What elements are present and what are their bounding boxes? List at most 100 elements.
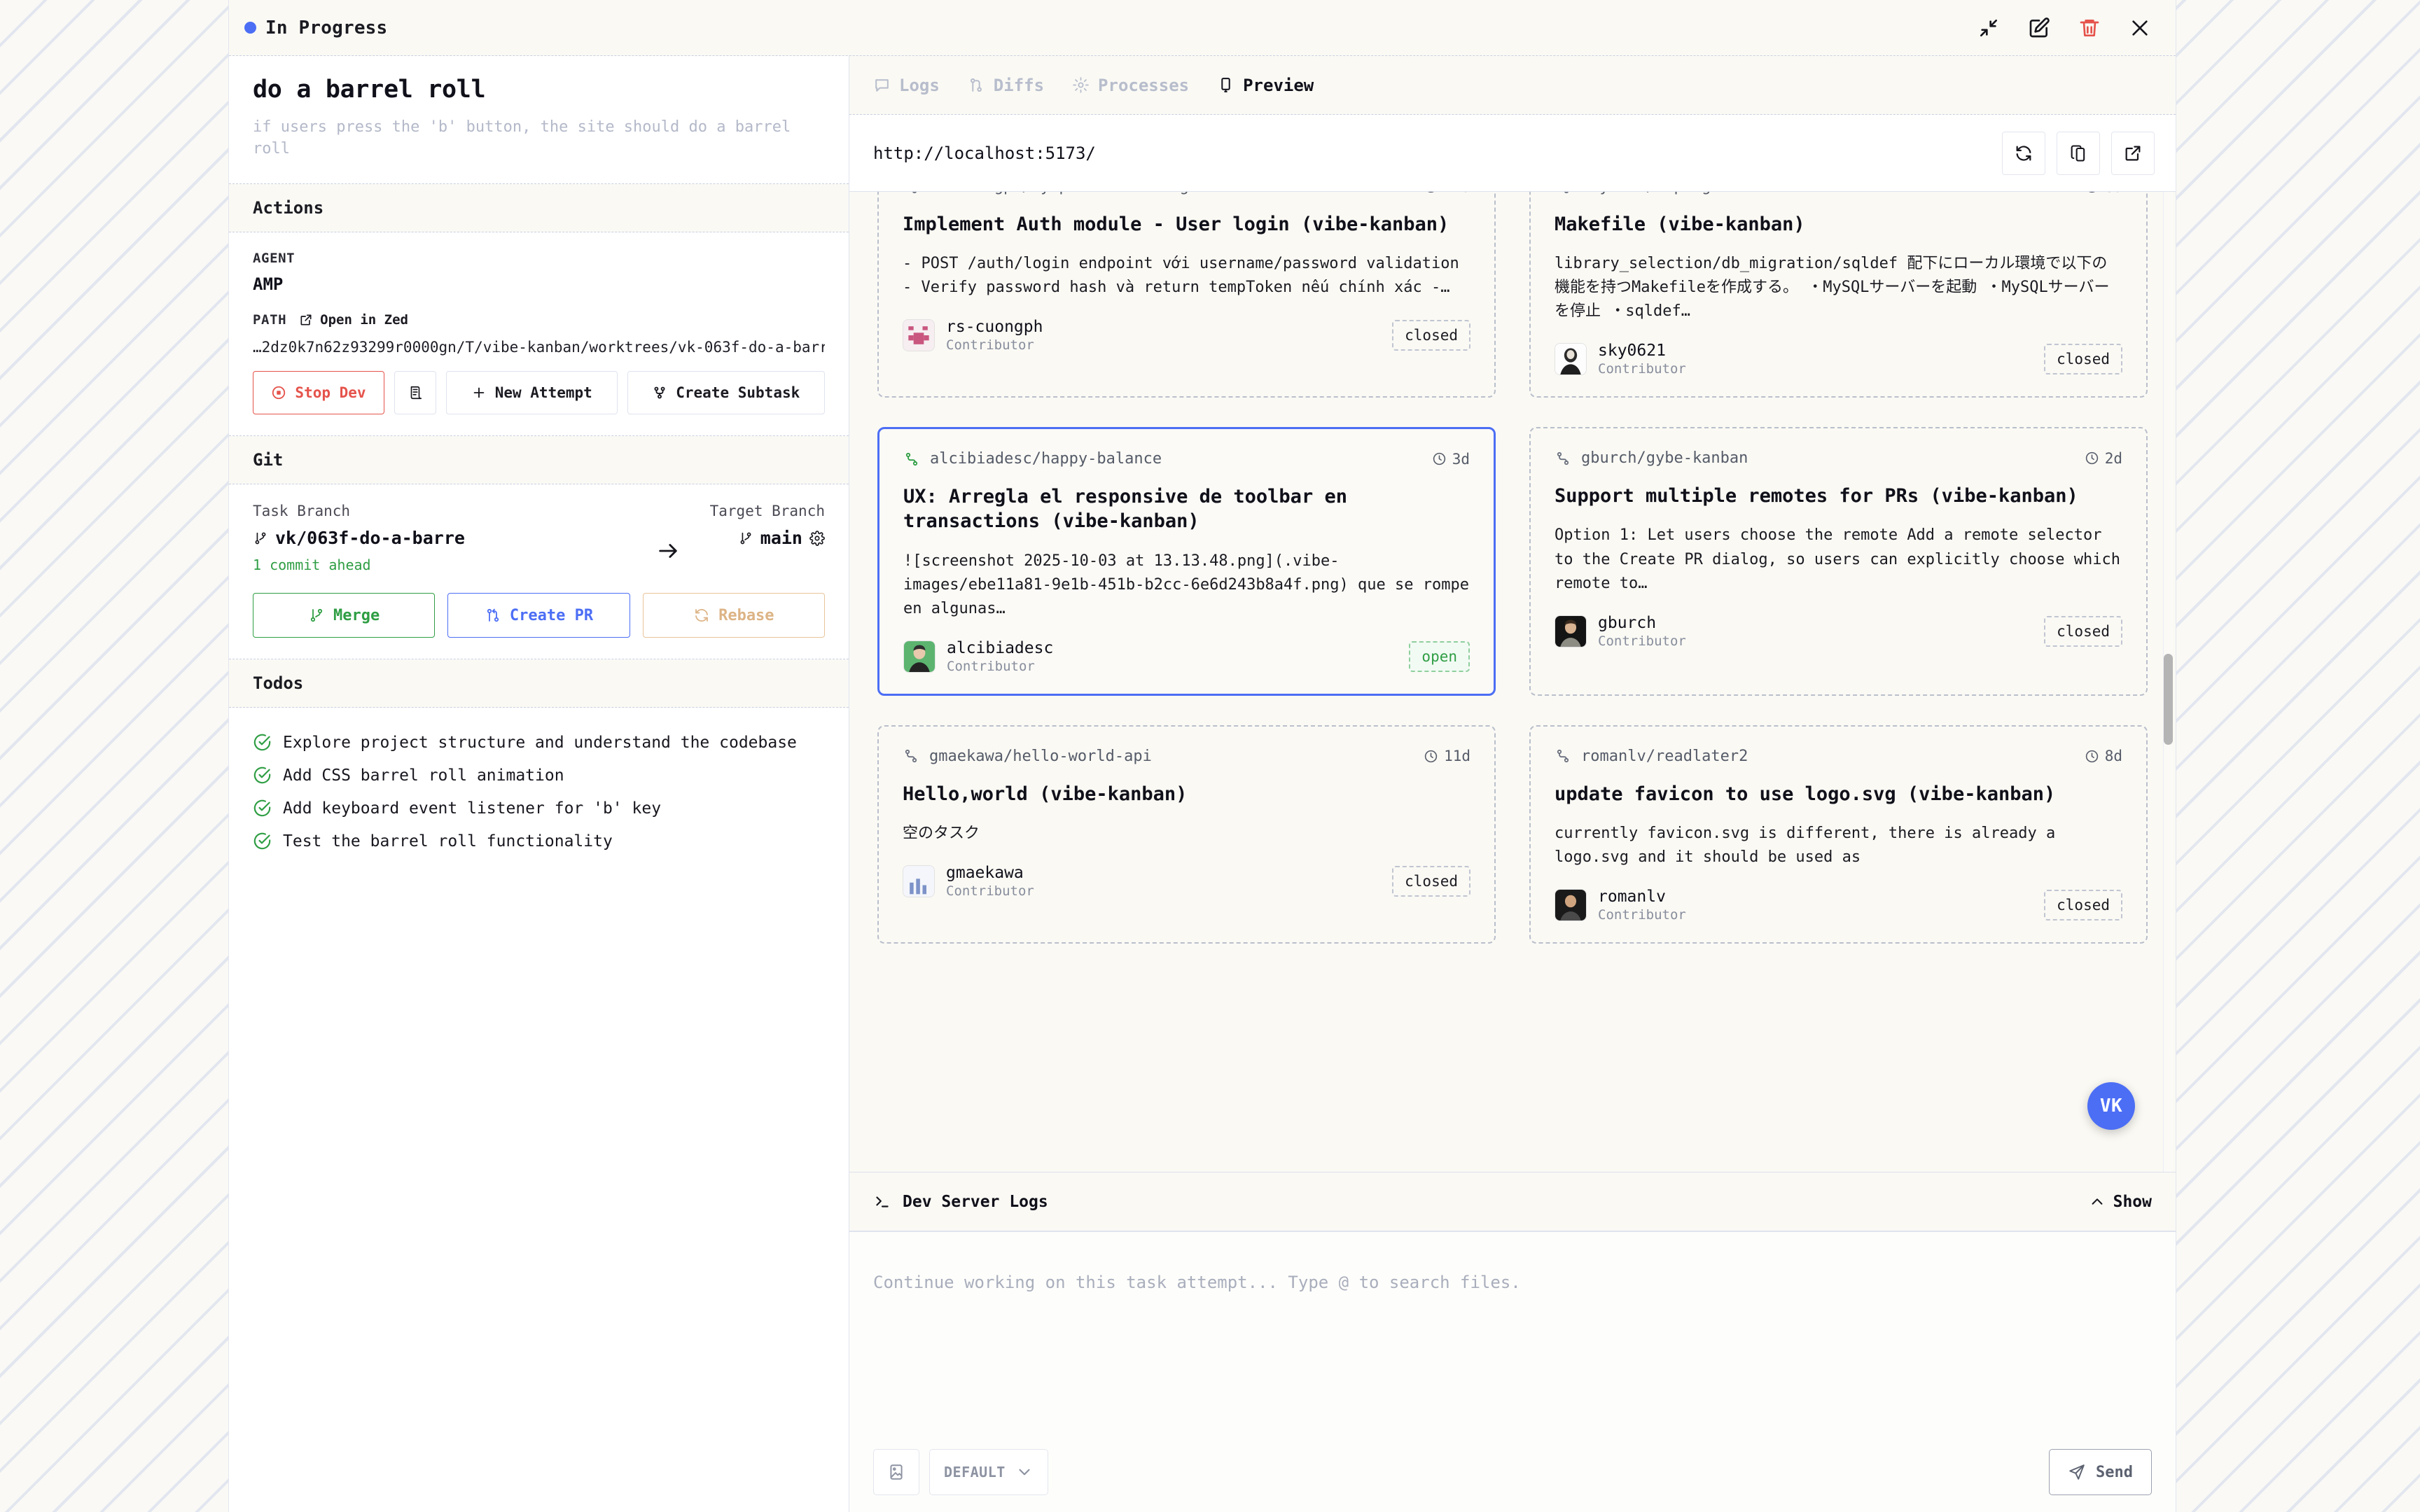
vk-badge[interactable]: VK [2087, 1082, 2135, 1130]
open-in-editor-label: Open in Zed [320, 312, 408, 328]
check-circle-icon [253, 800, 271, 817]
card-age: 11d [1424, 192, 1470, 195]
preview-iframe[interactable]: rs-cuongph/my-password-management 11d Im… [849, 192, 2176, 1172]
list-item[interactable]: Explore project structure and understand… [253, 726, 825, 759]
new-attempt-button[interactable]: New Attempt [446, 371, 618, 415]
card-title: Makefile (vibe-kanban) [1555, 214, 1805, 235]
todo-text: Test the barrel roll functionality [283, 832, 613, 850]
tab-logs[interactable]: Logs [873, 76, 940, 95]
check-circle-icon [253, 734, 271, 751]
new-attempt-label: New Attempt [494, 384, 592, 402]
card-footer: gburch Contributor closed [1555, 614, 2122, 649]
issue-card-selected[interactable]: alcibiadesc/happy-balance 3d UX: Arregla… [877, 427, 1496, 696]
target-branch-text: main [760, 528, 802, 549]
stop-circle-icon [272, 386, 286, 400]
git-branch-icon [740, 532, 751, 545]
card-header: rs-cuongph/my-password-management 11d [903, 192, 1470, 195]
card-repo: gmaekawa/hello-world-api [929, 747, 1152, 765]
card-author: rs-cuongph Contributor [946, 318, 1381, 353]
card-repo: romanlv/readlater2 [1581, 747, 1748, 765]
model-selector[interactable]: DEFAULT [929, 1449, 1048, 1495]
git-fork-icon [1564, 192, 1569, 193]
delete-icon[interactable] [2078, 16, 2101, 40]
plus-icon [473, 388, 485, 398]
actions-heading: Actions [229, 184, 849, 233]
create-subtask-button[interactable]: Create Subtask [627, 371, 825, 415]
avatar [903, 319, 935, 352]
dev-logs-toggle-label: Show [2113, 1192, 2152, 1211]
card-header: gmaekawa/hello-world-api 11d [903, 748, 1470, 765]
issue-card[interactable]: sky0621/tips-go 6d Makefile (vibe-kanban… [1529, 192, 2148, 398]
card-author-name: rs-cuongph [946, 318, 1043, 337]
clock-icon [1424, 750, 1438, 763]
branch-arrow-icon [626, 503, 710, 563]
close-icon[interactable] [2128, 16, 2152, 40]
scroll-icon [410, 386, 422, 400]
list-item[interactable]: Test the barrel roll functionality [253, 825, 825, 858]
list-item[interactable]: Add CSS barrel roll animation [253, 759, 825, 792]
target-branch-block: Target Branch main [710, 503, 825, 548]
card-author-name: gmaekawa [946, 864, 1024, 883]
git-heading: Git [229, 436, 849, 485]
card-title: UX: Arregla el responsive de toolbar en … [903, 486, 1347, 533]
git-fork-icon [1557, 451, 1569, 465]
merge-label: Merge [333, 606, 380, 624]
issue-card[interactable]: romanlv/readlater2 8d update favicon to … [1529, 724, 2148, 944]
status-dot-icon [244, 22, 256, 34]
open-external-button[interactable] [2111, 131, 2155, 175]
open-in-editor-link[interactable]: Open in Zed [299, 312, 408, 328]
avatar [1555, 343, 1587, 376]
todos-heading: Todos [229, 659, 849, 708]
refresh-icon [2016, 145, 2031, 161]
target-branch-value[interactable]: main [710, 528, 825, 548]
refresh-button[interactable] [2002, 131, 2045, 175]
tab-diffs[interactable]: Diffs [968, 76, 1044, 95]
rebase-button[interactable]: Rebase [642, 593, 825, 638]
issue-card[interactable]: rs-cuongph/my-password-management 11d Im… [877, 192, 1496, 398]
stop-dev-label: Stop Dev [295, 384, 366, 402]
clock-icon [1433, 453, 1445, 465]
card-age: 2d [2085, 450, 2122, 467]
status-badge: closed [1392, 320, 1470, 351]
card-author: alcibiadesc Contributor [947, 639, 1398, 674]
card-age: 8d [2085, 748, 2122, 764]
open-external-icon [2125, 146, 2141, 160]
send-button[interactable]: Send [2049, 1449, 2152, 1495]
issue-card[interactable]: gmaekawa/hello-world-api 11d Hello,world… [877, 724, 1496, 944]
stop-dev-button[interactable]: Stop Dev [253, 371, 384, 415]
avatar [903, 865, 935, 898]
issue-card[interactable]: gburch/gybe-kanban 2d Support multiple r… [1529, 427, 2148, 696]
modal-body: do a barrel roll if users press the 'b' … [229, 56, 2176, 1512]
commit-status: 1 commit ahead [253, 556, 371, 574]
path-label: PATH [253, 312, 287, 328]
attach-image-button[interactable] [873, 1449, 919, 1495]
card-header: gburch/gybe-kanban 2d [1555, 449, 2122, 467]
collapse-icon[interactable] [1977, 16, 2001, 40]
task-sidebar: do a barrel roll if users press the 'b' … [229, 56, 849, 1512]
tab-processes[interactable]: Processes [1072, 76, 1189, 95]
dev-logs-button[interactable] [394, 371, 436, 415]
tab-preview[interactable]: Preview [1217, 76, 1314, 95]
git-section: Task Branch vk/063f-do-a-barre 1 commit … [229, 484, 849, 660]
action-buttons: Stop Dev New Attempt Create Subtask [253, 371, 825, 415]
dev-server-logs-bar[interactable]: Dev Server Logs Show [849, 1172, 2176, 1232]
url-bar: http://localhost:5173/ [849, 115, 2176, 192]
message-input[interactable]: Continue working on this task attempt...… [873, 1273, 1521, 1292]
device-toggle-button[interactable] [2057, 131, 2100, 175]
merge-button[interactable]: Merge [253, 593, 436, 638]
task-branch-label: Task Branch [253, 503, 351, 520]
card-author-name: romanlv [1598, 888, 1666, 906]
edit-icon[interactable] [2027, 16, 2051, 40]
task-branch-value[interactable]: vk/063f-do-a-barre [253, 528, 626, 548]
url-input[interactable]: http://localhost:5173/ [873, 143, 1096, 163]
card-age-text: 11d [1444, 192, 1470, 195]
dev-logs-toggle[interactable]: Show [2089, 1193, 2152, 1211]
page-title: do a barrel roll [253, 76, 486, 104]
terminal-icon [876, 1196, 889, 1208]
status-badge: open [1409, 640, 1470, 672]
create-pr-button[interactable]: Create PR [447, 593, 630, 638]
agent-value: AMP [253, 274, 284, 295]
list-item[interactable]: Add keyboard event listener for 'b' key [253, 792, 825, 825]
preview-scrollbar-thumb[interactable] [2164, 654, 2173, 745]
todo-list: Explore project structure and understand… [229, 708, 849, 876]
